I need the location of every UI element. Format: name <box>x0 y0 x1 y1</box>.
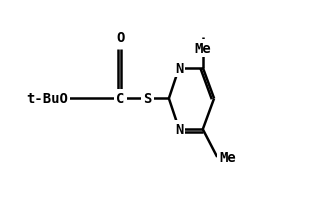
Text: O: O <box>116 31 125 45</box>
Text: S: S <box>143 92 151 106</box>
Text: N: N <box>175 61 183 75</box>
Text: Me: Me <box>219 150 236 164</box>
Text: C: C <box>116 92 125 106</box>
Text: Me: Me <box>194 42 211 56</box>
Text: N: N <box>175 123 183 137</box>
Text: t-BuO: t-BuO <box>26 92 68 106</box>
